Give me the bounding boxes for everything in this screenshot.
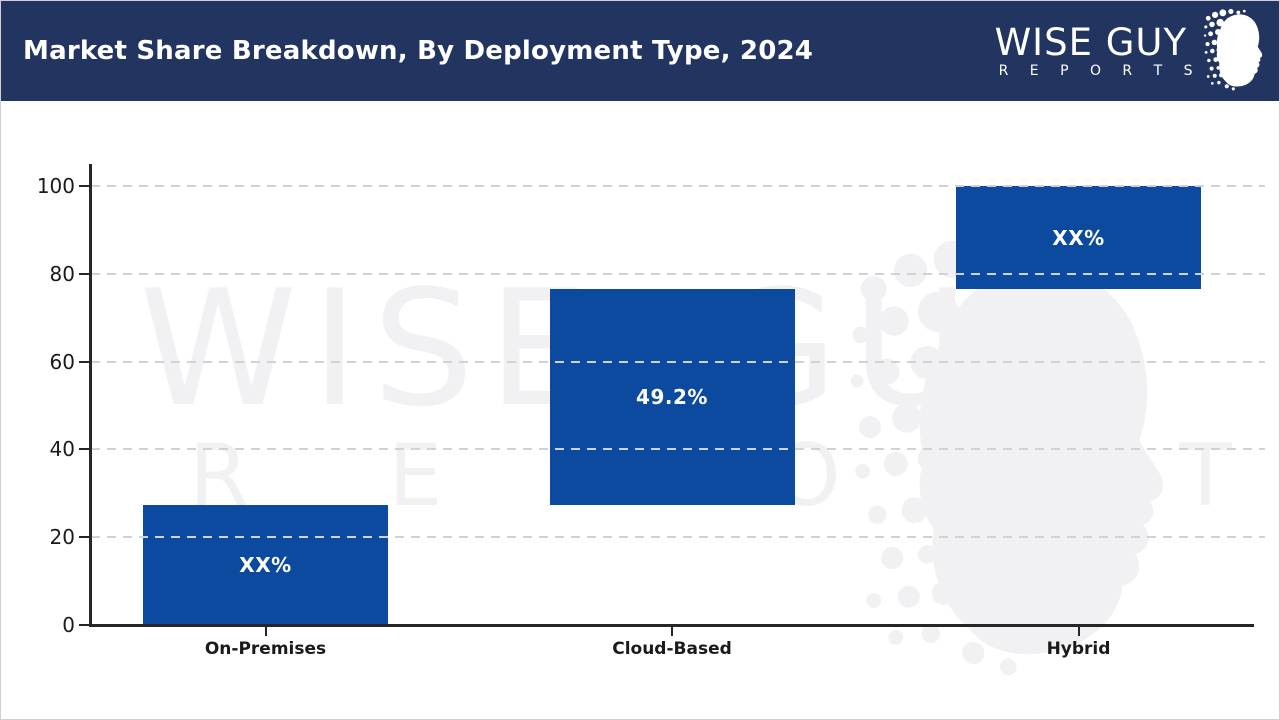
y-axis-tick-label: 100 (36, 174, 75, 198)
y-tick-mark (79, 624, 89, 626)
x-tick-mark (264, 627, 267, 636)
y-axis-tick-label: 60 (49, 349, 75, 374)
y-tick-mark (79, 185, 89, 187)
brand-name: WISE GUY (994, 21, 1188, 64)
x-tick-label-on-premises: On-Premises (204, 639, 327, 659)
gridline (91, 185, 1265, 187)
y-axis-line (89, 164, 92, 627)
bar-hybrid: XX% (956, 186, 1201, 290)
x-axis-line (89, 624, 1254, 627)
header-bar: Market Share Breakdown, By Deployment Ty… (1, 1, 1279, 101)
bar-cloud-based: 49.2% (549, 289, 795, 506)
gridline (91, 272, 1265, 275)
chart-area: WISE GUY R E P O R T S XX% 49.2% XX% 020… (1, 101, 1279, 719)
brand-logo: WISE GUY R E P O R T S (995, 8, 1265, 94)
x-tick-label-hybrid: Hybrid (1046, 639, 1111, 659)
x-tick-mark (671, 627, 673, 636)
dotted-face-profile-icon (1203, 8, 1263, 91)
y-tick-mark (79, 448, 89, 451)
gridline (91, 536, 1265, 539)
x-tick-mark (1077, 627, 1080, 636)
y-axis-tick-label: 20 (49, 525, 75, 550)
bar-on-premises: XX% (143, 505, 388, 625)
y-tick-mark (79, 272, 89, 275)
y-tick-mark (79, 360, 89, 363)
bar-value-label: XX% (1052, 225, 1105, 250)
y-axis-tick-label: 80 (49, 261, 75, 286)
y-tick-mark (79, 536, 89, 539)
brand-subtitle: R E P O R T S (998, 63, 1201, 79)
bar-value-label: 49.2% (636, 385, 708, 410)
y-axis-tick-label: 40 (49, 437, 75, 462)
brand-text: WISE GUY R E P O R T S (995, 24, 1201, 78)
y-axis-tick-label: 0 (62, 613, 75, 637)
bar-value-label: XX% (239, 553, 292, 578)
gridline (91, 448, 1265, 451)
gridline (91, 360, 1265, 363)
chart-title: Market Share Breakdown, By Deployment Ty… (23, 36, 814, 66)
plot-grid-layer: 0 20 40 60 80 100 (1, 101, 1279, 719)
x-tick-label-cloud-based: Cloud-Based (612, 639, 732, 659)
